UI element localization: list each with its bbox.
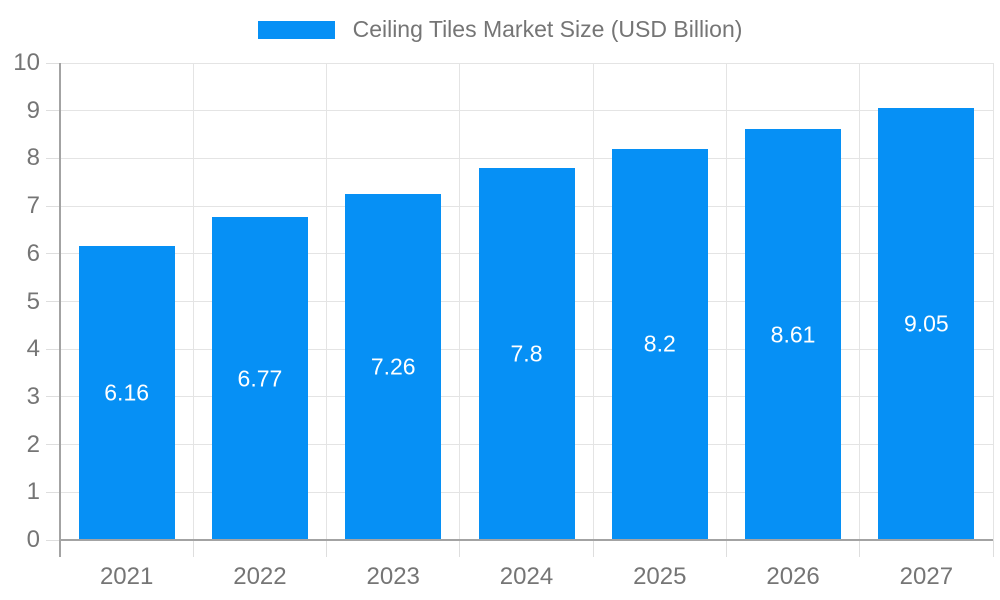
y-tick-label: 10: [13, 49, 40, 76]
bar[interactable]: [78, 246, 175, 540]
x-tick: [326, 540, 328, 557]
x-tick-label: 2021: [99, 563, 154, 590]
bar[interactable]: [611, 148, 708, 540]
x-tick: [192, 540, 194, 557]
gridline-v: [592, 63, 594, 540]
y-tick-label: 7: [26, 192, 40, 220]
bar[interactable]: [745, 129, 842, 540]
legend-label: Ceiling Tiles Market Size (USD Billion): [352, 16, 743, 42]
y-tick-label: 0: [26, 526, 40, 553]
y-tick: [46, 110, 60, 112]
x-tick: [992, 540, 994, 557]
bar-value-label: 7.26: [370, 353, 416, 380]
y-tick: [46, 205, 60, 207]
bar-value-label: 6.77: [237, 365, 283, 392]
bar-value-label: 9.05: [903, 310, 949, 337]
y-tick-label: 5: [26, 287, 40, 315]
y-tick: [46, 253, 60, 255]
bar-value-label: 7.8: [510, 340, 543, 367]
legend[interactable]: Ceiling Tiles Market Size (USD Billion): [0, 16, 1000, 43]
x-tick: [592, 540, 594, 557]
y-tick: [46, 396, 60, 398]
bar-value-label: 8.2: [643, 330, 676, 357]
bar[interactable]: [478, 167, 575, 540]
gridline-v: [859, 63, 861, 540]
bar[interactable]: [345, 193, 442, 540]
y-tick: [46, 444, 60, 446]
gridline-v: [459, 63, 461, 540]
gridline-v: [725, 63, 727, 540]
bar[interactable]: [878, 108, 975, 540]
x-tick-label: 2024: [499, 563, 554, 590]
y-tick: [46, 301, 60, 302]
bar[interactable]: [211, 217, 308, 540]
gridline-h: [60, 110, 993, 112]
x-tick: [725, 540, 727, 557]
y-tick-label: 6: [26, 239, 40, 267]
gridline-h: [60, 62, 993, 64]
x-tick-label: 2023: [366, 563, 420, 590]
y-tick: [46, 157, 60, 159]
x-tick-label: 2022: [233, 563, 287, 590]
x-tick-label: 2025: [633, 563, 687, 590]
x-tick: [459, 540, 461, 557]
y-tick-label: 9: [26, 96, 40, 124]
gridline-v: [192, 63, 194, 540]
y-tick-label: 1: [26, 478, 40, 506]
gridline-v: [326, 63, 328, 540]
y-tick-label: 3: [26, 382, 40, 410]
y-tick-label: 8: [26, 144, 40, 172]
bar-value-label: 6.16: [104, 379, 150, 406]
x-axis-line: [60, 539, 993, 541]
gridline-v: [992, 63, 994, 540]
x-tick-label: 2026: [766, 563, 820, 590]
y-tick: [46, 491, 60, 493]
legend-swatch: [257, 20, 335, 39]
bar-value-label: 8.61: [770, 321, 816, 348]
x-tick: [859, 540, 861, 557]
y-tick-label: 4: [26, 335, 40, 363]
y-tick: [46, 62, 60, 64]
y-tick: [46, 348, 60, 350]
y-tick: [46, 539, 60, 541]
y-axis-line: [59, 63, 61, 557]
y-tick-label: 2: [26, 430, 40, 458]
gridline-h: [60, 157, 993, 159]
x-tick-label: 2027: [899, 563, 954, 590]
